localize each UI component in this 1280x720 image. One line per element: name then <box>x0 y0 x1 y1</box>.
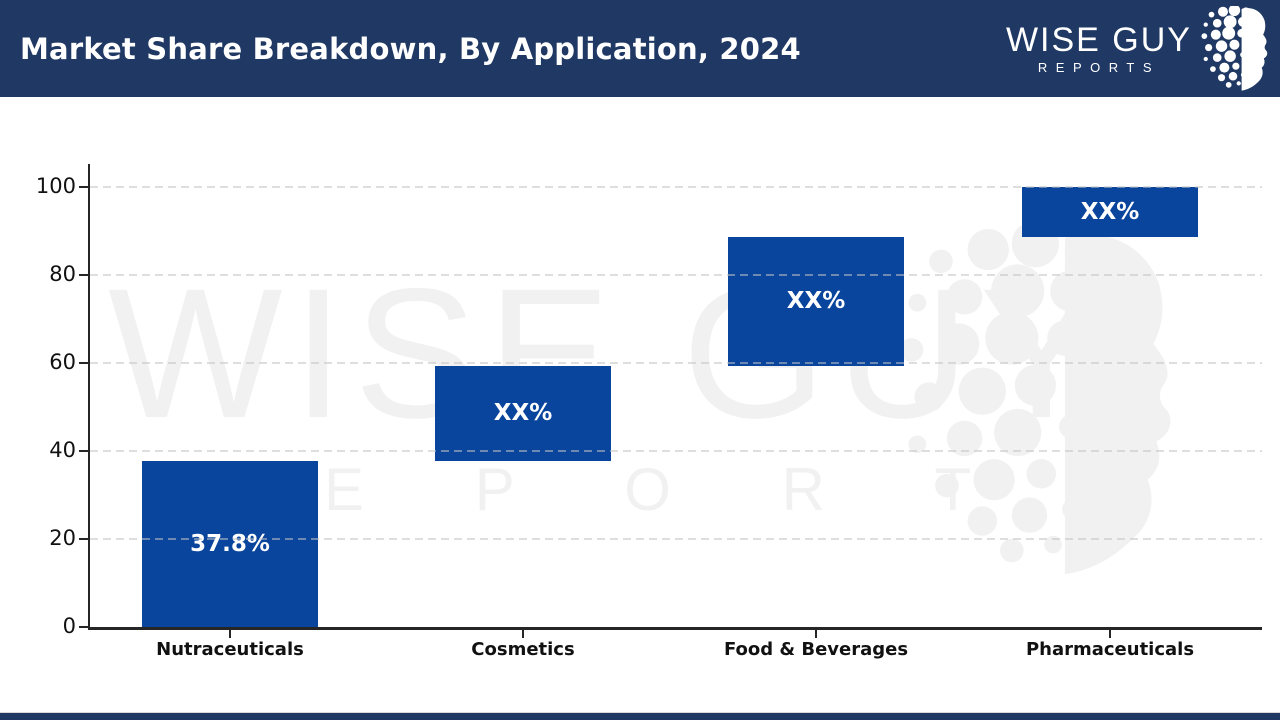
x-axis-line <box>88 627 1262 630</box>
y-tick-label: 0 <box>62 614 76 638</box>
x-category-label: Pharmaceuticals <box>1025 639 1195 660</box>
bar-value-label: XX% <box>493 400 553 427</box>
x-tick-mark <box>1109 630 1111 638</box>
wise-guy-reports-logo: WISE GUY REPORTS <box>1006 6 1270 92</box>
bar: XX% <box>728 236 904 367</box>
bar-value-label: XX% <box>1080 198 1140 225</box>
y-tick-mark <box>79 186 88 188</box>
bar: XX% <box>1022 187 1198 237</box>
gridline <box>90 450 1262 452</box>
footer-bar <box>0 712 1280 720</box>
y-tick-label: 20 <box>49 526 76 550</box>
bar-value-label: 37.8% <box>190 530 270 557</box>
page-title: Market Share Breakdown, By Application, … <box>20 31 801 66</box>
header-bar: Market Share Breakdown, By Application, … <box>0 0 1280 97</box>
gridline <box>90 274 1262 276</box>
y-tick-label: 80 <box>49 262 76 286</box>
y-axis-line <box>88 164 90 629</box>
x-category-label: Food & Beverages <box>723 639 909 660</box>
y-tick-mark <box>79 538 88 540</box>
bar: 37.8% <box>142 460 318 627</box>
gridline <box>90 186 1262 188</box>
x-tick-mark <box>229 630 231 638</box>
gridline <box>90 538 1262 540</box>
y-tick-mark <box>79 362 88 364</box>
x-category-label: Cosmetics <box>471 639 575 660</box>
y-tick-label: 40 <box>49 438 76 462</box>
y-tick-mark <box>79 626 88 628</box>
x-tick-mark <box>522 630 524 638</box>
y-tick-mark <box>79 274 88 276</box>
y-tick-mark <box>79 450 88 452</box>
bar: XX% <box>435 366 611 461</box>
logo-text: WISE GUY REPORTS <box>1006 23 1192 75</box>
y-tick-label: 60 <box>49 350 76 374</box>
bar-value-label: XX% <box>786 288 846 315</box>
x-category-label: Nutraceuticals <box>156 639 304 660</box>
y-tick-label: 100 <box>35 174 76 198</box>
gridline <box>90 362 1262 364</box>
x-tick-mark <box>815 630 817 638</box>
logo-wise-guy-text: WISE GUY <box>1005 21 1192 59</box>
logo-reports-text: REPORTS <box>1037 60 1161 75</box>
